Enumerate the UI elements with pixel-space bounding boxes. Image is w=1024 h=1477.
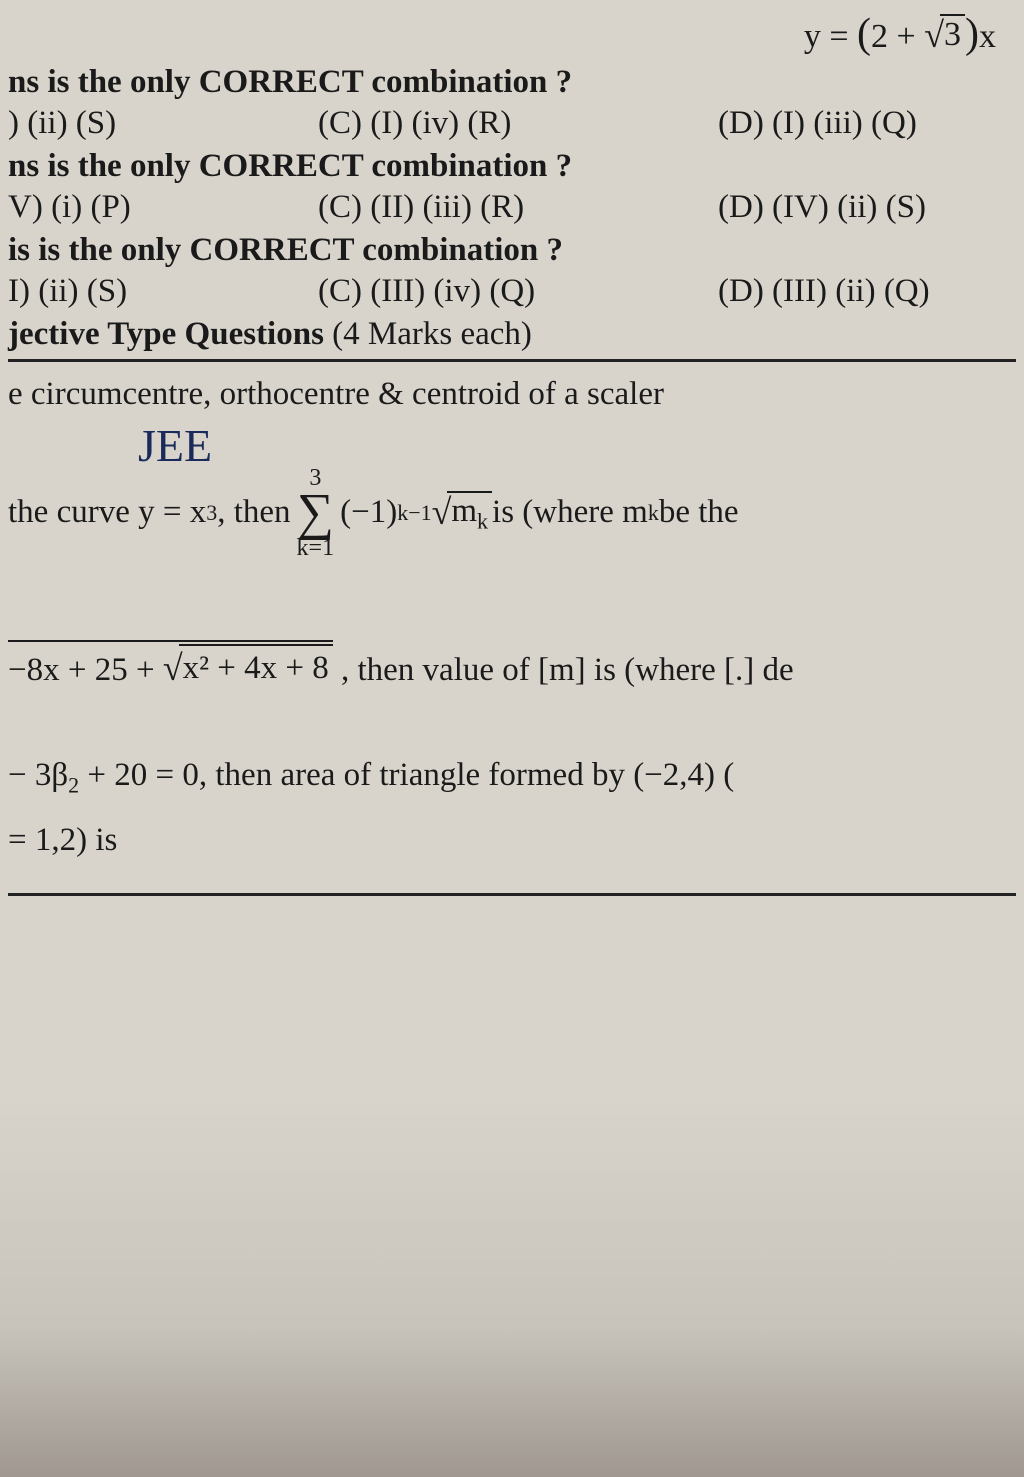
prob3-line1: − 3β2 + 20 = 0, then area of triangle fo… xyxy=(8,753,1016,800)
q3-opt-c: (C) (III) (iv) (Q) xyxy=(318,273,718,310)
prob3-mid: + 20 = 0, then area of triangle formed b… xyxy=(79,757,734,793)
prob1-tail-sub: k xyxy=(648,500,659,526)
handwritten-annotation: JEE xyxy=(138,419,1016,472)
q3-opt-a: I) (ii) (S) xyxy=(8,273,318,310)
curve-prefix: the curve y = x xyxy=(8,494,206,531)
q2-options: V) (i) (P) (C) (II) (iii) (R) (D) (IV) (… xyxy=(8,189,1016,226)
prob2-line: −8x + 25 + √x² + 4x + 8 , then value of … xyxy=(8,640,1016,693)
vertical-spacer-1 xyxy=(8,560,1016,640)
q1-opt-a: ) (ii) (S) xyxy=(8,105,318,142)
section-rule xyxy=(8,359,1016,362)
summand-exp: k−1 xyxy=(397,500,431,526)
summation-icon: 3 ∑ k=1 xyxy=(297,466,335,561)
sigma-symbol: ∑ xyxy=(297,490,334,537)
prob2-overline: −8x + 25 + √x² + 4x + 8 xyxy=(8,640,333,693)
page-shadow xyxy=(0,1097,1024,1477)
sum-lower: k=1 xyxy=(297,536,335,560)
q2-opt-c: (C) (II) (iii) (R) xyxy=(318,189,718,226)
q2-stem: ns is the only CORRECT combination ? xyxy=(8,148,1016,185)
q2-opt-d: (D) (IV) (ii) (S) xyxy=(718,189,1016,226)
then-text: , then xyxy=(217,494,290,531)
prob3-pre: − 3β xyxy=(8,757,68,793)
q3-stem: is is the only CORRECT combination ? xyxy=(8,232,1016,269)
prob3-line2: = 1,2) is xyxy=(8,818,1016,863)
prob2-tail: , then value of [m] is (where [.] de xyxy=(333,652,794,688)
q1-opt-c: (C) (I) (iv) (R) xyxy=(318,105,718,142)
summand-base: (−1) xyxy=(340,494,397,531)
prob2-sqrt: √x² + 4x + 8 xyxy=(163,644,333,693)
header-equation: y = (2 + √3)x xyxy=(8,10,1016,58)
prob2-sqrt-arg: x² + 4x + 8 xyxy=(179,644,333,691)
prob3-sub: 2 xyxy=(68,773,79,798)
q3-opt-d: (D) (III) (ii) (Q) xyxy=(718,273,1016,310)
prob1-tail-end: be the xyxy=(659,494,739,531)
curve-exponent: 3 xyxy=(206,500,217,526)
prob2-pre: −8x + 25 + xyxy=(8,652,163,688)
section-marks: (4 Marks each) xyxy=(324,316,532,352)
sqrt-mk: √ mk xyxy=(432,491,492,535)
prob1-tail: is (where m xyxy=(492,494,648,531)
q2-opt-a: V) (i) (P) xyxy=(8,189,318,226)
section-title: jective Type Questions xyxy=(8,316,324,352)
prob1-intro: e circumcentre, orthocentre & centroid o… xyxy=(8,372,1016,417)
vertical-spacer-2 xyxy=(8,693,1016,753)
sqrt-arg: mk xyxy=(447,491,492,535)
q3-options: I) (ii) (S) (C) (III) (iv) (Q) (D) (III)… xyxy=(8,273,1016,310)
q1-options: ) (ii) (S) (C) (I) (iv) (R) (D) (I) (iii… xyxy=(8,105,1016,142)
section-heading: jective Type Questions (4 Marks each) xyxy=(8,316,1016,353)
q1-opt-d: (D) (I) (iii) (Q) xyxy=(718,105,1016,142)
prob1-curve-line: the curve y = x3, then 3 ∑ k=1 (−1)k−1 √… xyxy=(8,466,1016,561)
q1-stem: ns is the only CORRECT combination ? xyxy=(8,64,1016,101)
bottom-rule xyxy=(8,893,1016,896)
exam-page: y = (2 + √3)x ns is the only CORRECT com… xyxy=(0,10,1024,896)
